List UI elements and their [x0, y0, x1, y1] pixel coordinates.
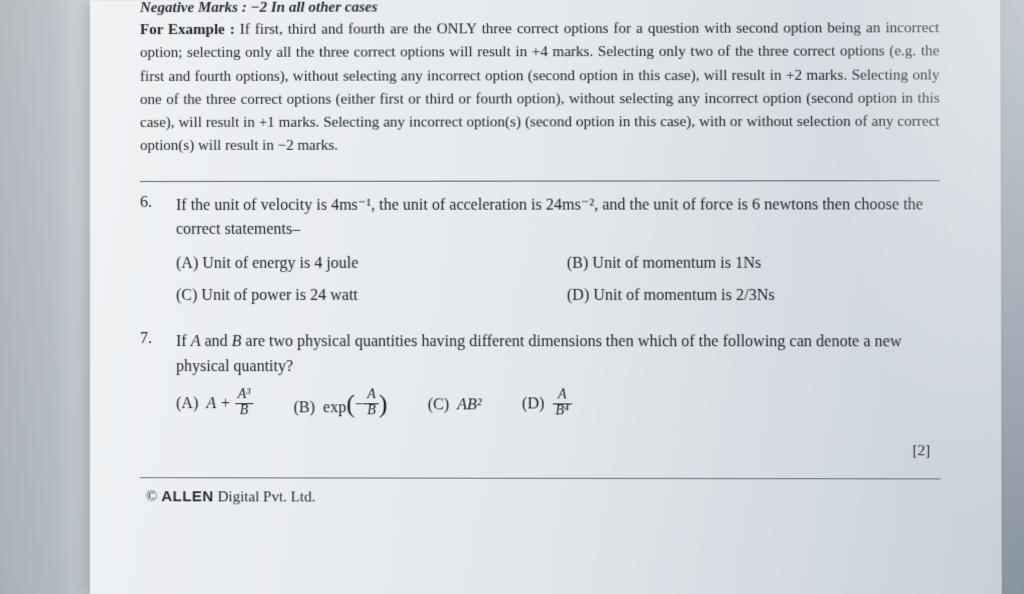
option-a: (A) A + A³ B — [176, 390, 253, 420]
fraction: A³ B — [235, 389, 254, 419]
option-a: (A) Unit of energy is 4 joule — [176, 253, 547, 276]
fraction-den: B — [367, 403, 376, 418]
fraction-den: B⁴ — [555, 404, 569, 419]
option-label: (A) — [176, 395, 198, 412]
fraction-num: A — [558, 388, 567, 403]
fn-name: exp — [323, 400, 346, 417]
question-number: 7. — [140, 330, 176, 420]
option-b: (B) Unit of momentum is 1Ns — [567, 253, 940, 276]
options-row: (A) A + A³ B (B) exp(− A B ) (C) — [176, 390, 940, 421]
q7-var-a: A — [191, 333, 201, 350]
negative-marks-line: Negative Marks : −2 In all other cases — [140, 0, 939, 17]
left-paren-icon: ( — [346, 392, 355, 415]
option-label: (C) — [428, 396, 449, 413]
options-grid: (A) Unit of energy is 4 joule (B) Unit o… — [176, 253, 940, 308]
question-body: If A and B are two physical quantities h… — [176, 330, 940, 421]
question-7: 7. If A and B are two physical quantitie… — [140, 330, 940, 421]
copyright-icon: © — [146, 489, 157, 505]
brand-name: ALLEN — [161, 488, 214, 505]
option-c: (C) AB² — [428, 396, 482, 414]
q7-pre: If — [176, 333, 191, 350]
question-text: If the unit of velocity is 4ms⁻¹, the un… — [176, 193, 940, 243]
question-number: 6. — [140, 193, 176, 307]
option-label: (B) — [294, 400, 315, 417]
option-d: (D) Unit of momentum is 2/3Ns — [567, 285, 940, 308]
page-marker: [2] — [140, 442, 940, 460]
fraction-num: A³ — [238, 388, 251, 403]
copyright-tail: Digital Pvt. Ltd. — [214, 489, 316, 505]
right-paren-icon: ) — [379, 392, 388, 415]
example-body: If first, third and fourth are the ONLY … — [140, 20, 940, 154]
question-text: If A and B are two physical quantities h… — [176, 330, 940, 380]
question-6: 6. If the unit of velocity is 4ms⁻¹, the… — [140, 193, 940, 308]
binding-shadow — [0, 0, 90, 594]
page-sheet: Negative Marks : −2 In all other cases F… — [90, 0, 1002, 594]
q7-mid: and — [201, 333, 232, 350]
minus-sign: − — [355, 396, 364, 414]
page-marker-text: [2] — [913, 443, 931, 460]
option-c: (C) Unit of power is 24 watt — [176, 285, 547, 307]
fraction: A B — [364, 389, 379, 419]
fraction-den: B — [240, 403, 249, 418]
option-b: (B) exp(− A B ) — [294, 390, 388, 421]
q7-post: are two physical quantities having diffe… — [176, 333, 902, 375]
paren-group: (− A B ) — [346, 390, 387, 421]
question-body: If the unit of velocity is 4ms⁻¹, the un… — [176, 193, 940, 308]
example-lead: For Example : — [140, 22, 235, 38]
section-rule — [140, 180, 940, 182]
example-paragraph: For Example : If first, third and fourth… — [140, 17, 940, 170]
expr-lhs: A + — [206, 395, 230, 412]
q7-var-b: B — [232, 333, 242, 350]
option-label: (D) — [522, 396, 544, 413]
fraction-num: A — [367, 388, 376, 403]
option-d: (D) A B⁴ — [522, 390, 572, 421]
expr: AB² — [457, 396, 482, 413]
fraction: A B⁴ — [552, 389, 572, 420]
copyright-line: © ALLEN Digital Pvt. Ltd. — [140, 478, 941, 508]
